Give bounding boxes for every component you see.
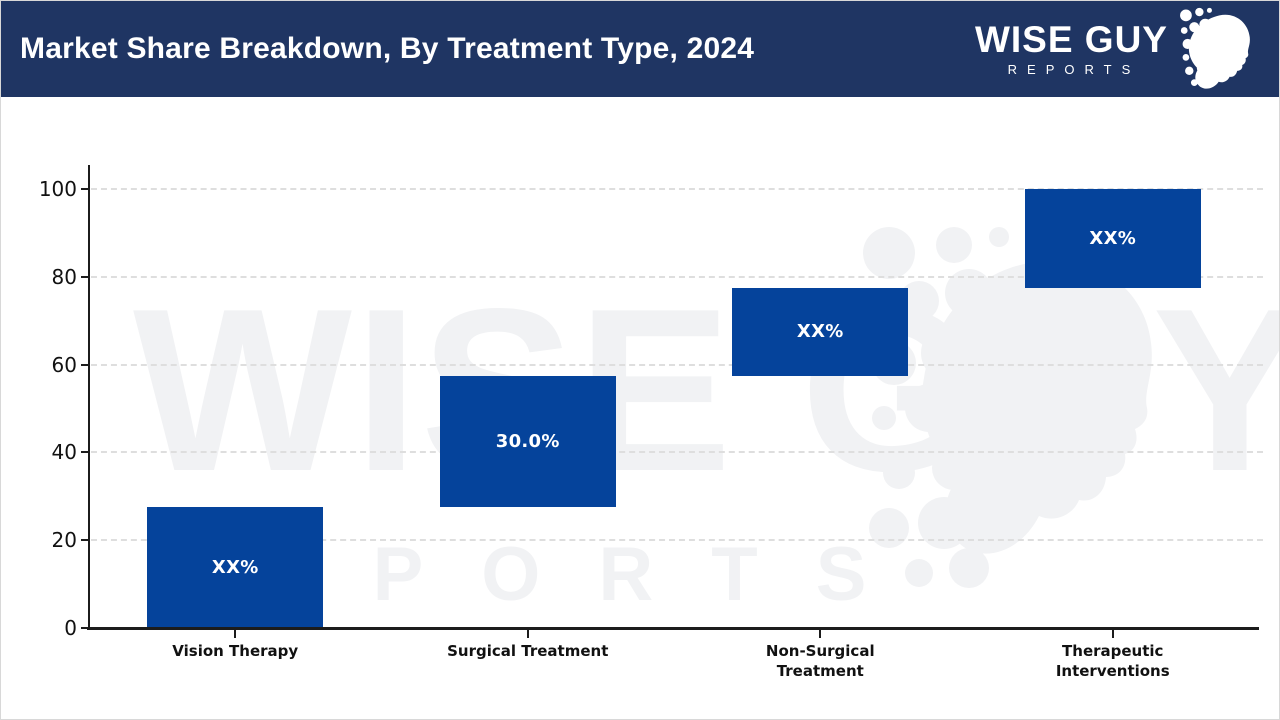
gridline-80: [91, 275, 1263, 278]
y-tick-label: 20: [51, 528, 77, 553]
y-tick-label: 80: [51, 264, 77, 289]
x-tick-3: [819, 630, 822, 638]
y-tick-20: [81, 539, 88, 542]
y-tick-40: [81, 451, 88, 454]
brand-head-icon: [1180, 7, 1250, 89]
y-tick-80: [81, 275, 88, 278]
brand-logo: WISE GUY REPORTS: [975, 7, 1256, 91]
gridline-100: [91, 188, 1263, 190]
page-title: Market Share Breakdown, By Treatment Typ…: [20, 31, 755, 65]
y-axis-line: [88, 165, 90, 628]
gridline-40: [91, 451, 1263, 454]
brand-name: WISE GUY: [974, 18, 1168, 60]
bar-value-label: XX%: [796, 321, 844, 343]
x-tick-2: [526, 630, 529, 638]
watermark-brand-name: WISE GUY: [133, 261, 1280, 520]
gridline-20: [91, 539, 1263, 542]
x-tick-4: [1111, 630, 1114, 638]
x-axis-line: [87, 627, 1259, 630]
brand-subname: REPORTS: [1007, 61, 1141, 77]
bar-value-label: 30.0%: [495, 430, 560, 452]
x-category-label: Therapeutic Interventions: [1055, 642, 1170, 680]
y-tick-label: 60: [51, 352, 77, 377]
y-tick-label: 0: [64, 616, 77, 640]
y-tick-0: [81, 627, 88, 629]
header-bar: Market Share Breakdown, By Treatment Typ…: [1, 1, 1279, 97]
y-tick-100: [81, 188, 88, 190]
bar-3: XX%: [732, 287, 909, 376]
bar-value-label: XX%: [1089, 227, 1137, 249]
x-tick-1: [234, 630, 237, 638]
x-category-label: Non-Surgical Treatment: [765, 642, 875, 680]
bar-value-label: XX%: [211, 557, 259, 579]
y-tick-label: 40: [51, 440, 77, 465]
bar-1: XX%: [147, 507, 324, 628]
y-tick-label: 100: [38, 177, 77, 201]
y-tick-60: [81, 363, 88, 366]
bar-4: XX%: [1024, 189, 1201, 288]
x-category-label: Vision Therapy: [172, 642, 299, 660]
gridline-60: [91, 363, 1263, 366]
x-category-label: Surgical Treatment: [447, 642, 609, 660]
brand-logo-text: WISE GUY REPORTS: [975, 21, 1168, 77]
bar-2: 30.0%: [439, 375, 616, 508]
